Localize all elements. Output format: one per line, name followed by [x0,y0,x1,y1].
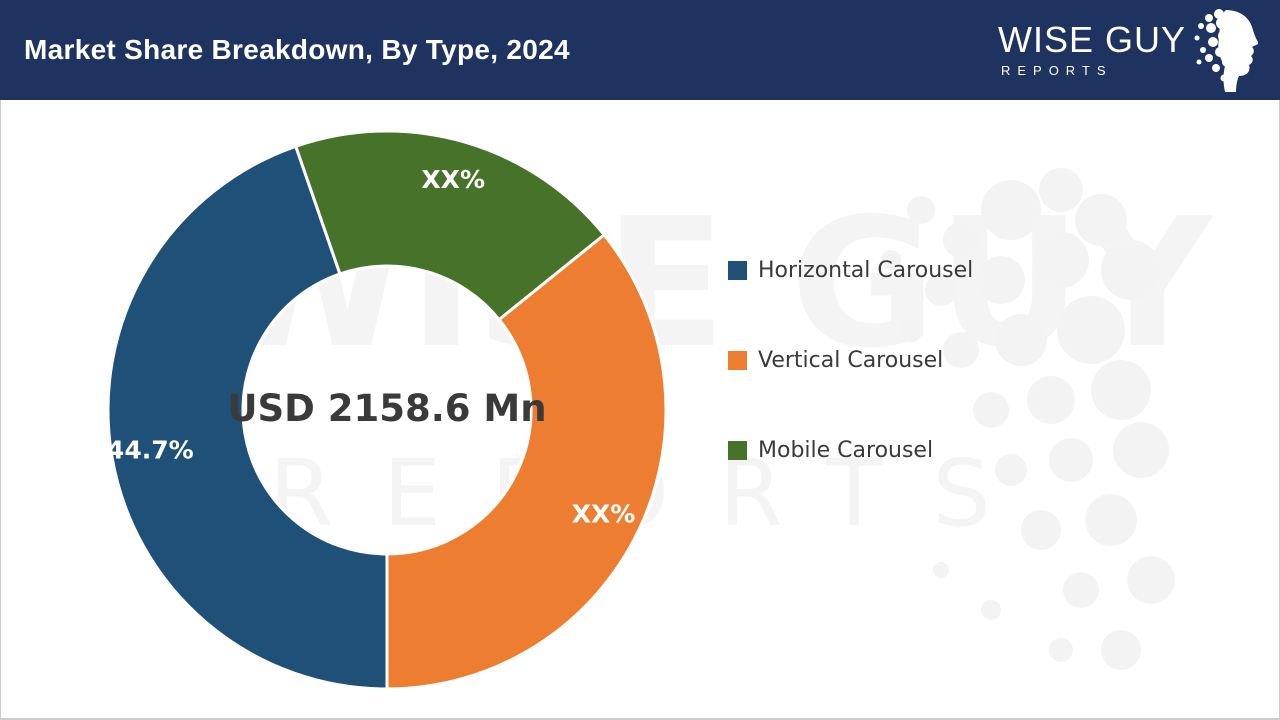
segment-label: 44.7% [107,436,194,465]
page-title: Market Share Breakdown, By Type, 2024 [24,34,570,65]
legend-label: Horizontal Carousel [758,257,974,283]
chart-area: WISE GUY REPORTS 44.7%XX%XX% USD 21 [0,100,1280,720]
chart-legend: Horizontal Carousel Vertical Carousel Mo… [728,256,973,526]
brand-face-icon [1194,9,1258,92]
chart-center-value: USD 2158.6 Mn [227,387,547,430]
donut-segment-mobile-carousel [294,129,606,322]
legend-item-vertical-carousel: Vertical Carousel [728,346,973,374]
legend-item-mobile-carousel: Mobile Carousel [728,436,973,464]
legend-item-horizontal-carousel: Horizontal Carousel [728,256,973,284]
donut-chart: 44.7% XX% XX% [106,129,668,691]
legend-swatch-vertical-carousel [728,350,747,370]
brand-logo: WISE GUY REPORTS [998,6,1262,94]
legend-label: Mobile Carousel [758,437,934,463]
legend-swatch-mobile-carousel [728,440,747,460]
donut-segment-horizontal-carousel [106,144,389,691]
brand-subtitle: REPORTS [1000,63,1113,78]
brand-name: WISE GUY [997,19,1186,60]
legend-label: Vertical Carousel [758,347,944,373]
segment-label: XX% [421,165,485,194]
brand-logo-text: WISE GUY REPORTS [997,19,1186,79]
watermark-face-pattern [881,168,1175,670]
donut-segment-vertical-carousel [385,233,668,691]
legend-swatch-horizontal-carousel [728,260,747,280]
segment-label: XX% [572,499,636,528]
header: Market Share Breakdown, By Type, 2024 WI… [0,0,1280,100]
